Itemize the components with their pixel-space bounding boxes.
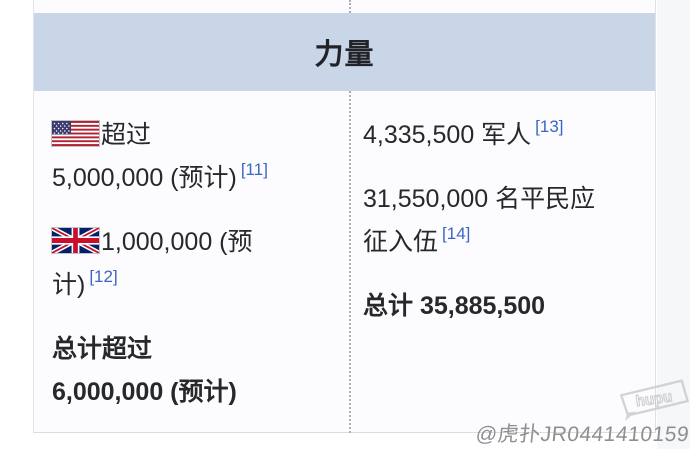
uk-strength-line1: 1,000,000 (预 xyxy=(52,221,339,264)
central-total-entry: 总计 35,885,500 xyxy=(363,285,647,328)
central-total-value: 总计 35,885,500 xyxy=(363,292,546,320)
us-strength-prefix: 超过 xyxy=(101,121,152,149)
allies-total-label: 总计超过 xyxy=(52,335,153,363)
infobox-previous-row-sliver xyxy=(34,0,655,13)
watermark-user-handle: @虎扑JR0441410159 xyxy=(474,423,690,446)
central-powers-strength-cell: 4,335,500 军人 [13] 31,550,000 名平民应 征入伍 [14]… xyxy=(351,91,655,433)
citation-link-12[interactable]: [12] xyxy=(89,266,118,286)
uk-strength-line2: 计) [12] xyxy=(52,264,339,307)
us-strength-entry: 超过 5,000,000 (预计) [11] xyxy=(52,114,339,200)
allies-total-value: 6,000,000 (预计) xyxy=(52,378,237,406)
civilian-conscription-suffix: 征入伍 xyxy=(363,228,439,256)
previous-row-right-cell xyxy=(351,0,655,13)
infobox-strength-section: 力量 xyxy=(33,0,656,433)
us-strength-value: 5,000,000 (预计) xyxy=(52,164,237,192)
section-header: 力量 xyxy=(34,13,655,91)
uk-strength-value-part1: 1,000,000 (预 xyxy=(101,228,253,256)
allies-total-entry: 总计超过 6,000,000 (预计) xyxy=(52,328,339,414)
allies-strength-cell: 超过 5,000,000 (预计) [11] xyxy=(34,91,351,433)
uk-flag-icon[interactable] xyxy=(52,228,99,253)
previous-row-left-cell xyxy=(34,0,351,13)
uk-strength-entry: 1,000,000 (预 计) [12] xyxy=(52,221,339,307)
civilian-conscription-entry: 31,550,000 名平民应 征入伍 [14] xyxy=(363,178,647,264)
hupu-watermark-badge-icon: hupu xyxy=(619,379,689,421)
citation-link-13[interactable]: [13] xyxy=(535,116,564,136)
uk-strength-value-part2: 计) xyxy=(52,271,86,299)
citation-link-11[interactable]: [11] xyxy=(240,159,268,179)
us-flag-icon[interactable] xyxy=(52,121,99,146)
hupu-badge-text: hupu xyxy=(635,388,674,410)
military-strength-value: 4,335,500 军人 xyxy=(363,121,532,149)
page-background-strip xyxy=(657,0,690,449)
section-title: 力量 xyxy=(314,39,375,71)
us-strength-line1: 超过 xyxy=(52,114,339,157)
citation-link-14[interactable]: [14] xyxy=(442,223,471,243)
civilian-conscription-line1: 31,550,000 名平民应 xyxy=(363,185,596,213)
military-strength-entry: 4,335,500 军人 [13] xyxy=(363,114,647,157)
us-strength-line2: 5,000,000 (预计) [11] xyxy=(52,157,339,200)
civilian-conscription-line2: 征入伍 [14] xyxy=(363,221,647,264)
strength-body-row: 超过 5,000,000 (预计) [11] xyxy=(34,91,655,433)
